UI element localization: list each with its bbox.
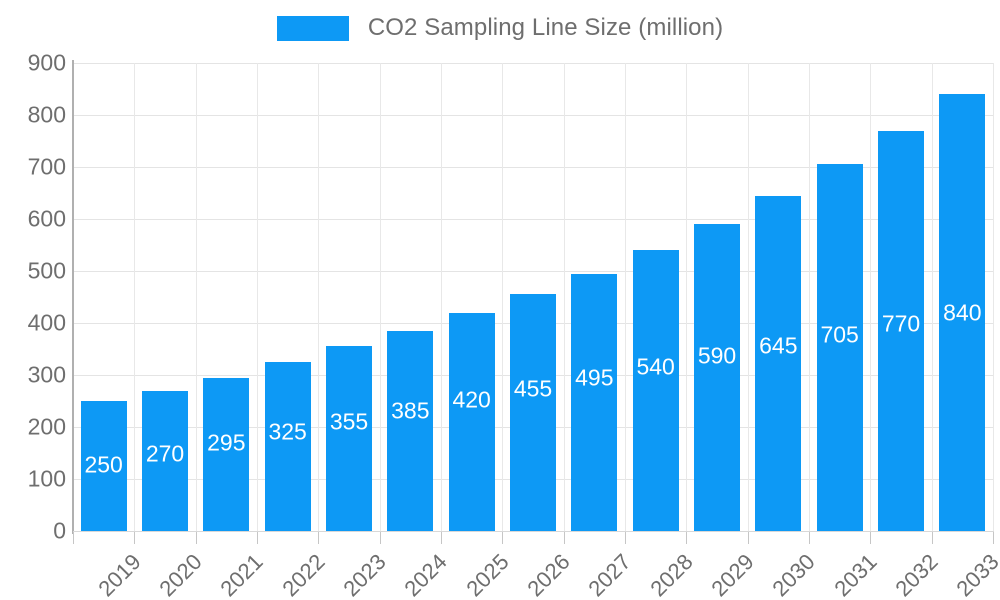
x-axis-tick-mark [379, 532, 381, 544]
y-axis-line [72, 60, 74, 534]
y-axis-tick-label: 100 [27, 465, 66, 492]
x-axis-line [73, 531, 994, 532]
bar[interactable] [878, 130, 924, 531]
bar[interactable] [326, 346, 372, 531]
gridline-vertical [748, 63, 749, 531]
y-axis-tick-label: 300 [27, 361, 66, 388]
gridline-vertical [686, 63, 687, 531]
gridline-vertical [441, 63, 442, 531]
gridline-vertical [502, 63, 503, 531]
gridline-vertical [625, 63, 626, 531]
legend-color-swatch[interactable] [276, 15, 349, 41]
legend-series-label: CO2 Sampling Line Size (million) [367, 14, 724, 41]
bar[interactable] [510, 294, 556, 531]
x-axis-tick-mark [931, 532, 933, 544]
gridline-vertical [134, 63, 135, 531]
bar[interactable] [755, 195, 802, 531]
bar[interactable] [939, 94, 986, 531]
bar[interactable] [387, 330, 434, 531]
bar[interactable] [571, 273, 618, 531]
bar[interactable] [264, 362, 311, 531]
bar[interactable] [142, 390, 188, 531]
gridline-horizontal [73, 167, 993, 168]
gridline-vertical [318, 63, 319, 531]
y-axis-tick-label: 800 [27, 101, 66, 128]
x-axis-tick-mark [625, 532, 626, 544]
y-axis-tick-labels: 0 100 200 300 400 500 600 700 800 900 [0, 0, 66, 600]
x-axis-tick-mark [257, 532, 258, 544]
x-axis-tick-mark [747, 532, 749, 544]
x-axis-tick-mark [809, 532, 810, 544]
gridline-vertical [932, 63, 933, 531]
x-axis-tick-mark [502, 532, 504, 544]
gridline-horizontal [73, 219, 993, 220]
x-axis-tick-mark [563, 532, 565, 544]
gridline-horizontal [73, 63, 993, 64]
bar[interactable] [203, 377, 250, 531]
plot-area [73, 63, 994, 532]
gridline-vertical [993, 63, 994, 531]
gridline-vertical [257, 63, 258, 531]
x-axis-tick-mark [870, 532, 872, 544]
chart-legend: CO2 Sampling Line Size (million) [0, 14, 1000, 42]
gridline-vertical [380, 63, 381, 531]
x-axis-tick-mark [134, 532, 136, 544]
x-axis-tick-mark [73, 532, 74, 544]
y-axis-tick-label: 500 [27, 257, 66, 284]
gridline-horizontal [73, 271, 993, 272]
y-axis-tick-label: 0 [53, 517, 66, 544]
x-axis-tick-mark [318, 532, 320, 544]
y-axis-tick-label: 200 [27, 413, 66, 440]
gridline-vertical [870, 63, 871, 531]
bar[interactable] [632, 250, 679, 531]
bar[interactable] [80, 401, 127, 531]
y-axis-tick-label: 400 [27, 309, 66, 336]
y-axis-tick-label: 700 [27, 153, 66, 180]
y-axis-tick-label: 600 [27, 205, 66, 232]
bar[interactable] [816, 164, 863, 531]
gridline-vertical [196, 63, 197, 531]
gridline-vertical [564, 63, 565, 531]
x-axis-tick-mark [195, 532, 197, 544]
y-axis-tick-label: 900 [27, 49, 66, 76]
x-axis-tick-mark [441, 532, 442, 544]
x-axis-tick-mark [993, 532, 994, 544]
bar[interactable] [448, 312, 495, 531]
bar[interactable] [694, 224, 740, 531]
x-axis-tick-mark [686, 532, 688, 544]
gridline-horizontal [73, 115, 993, 116]
gridline-vertical [809, 63, 810, 531]
